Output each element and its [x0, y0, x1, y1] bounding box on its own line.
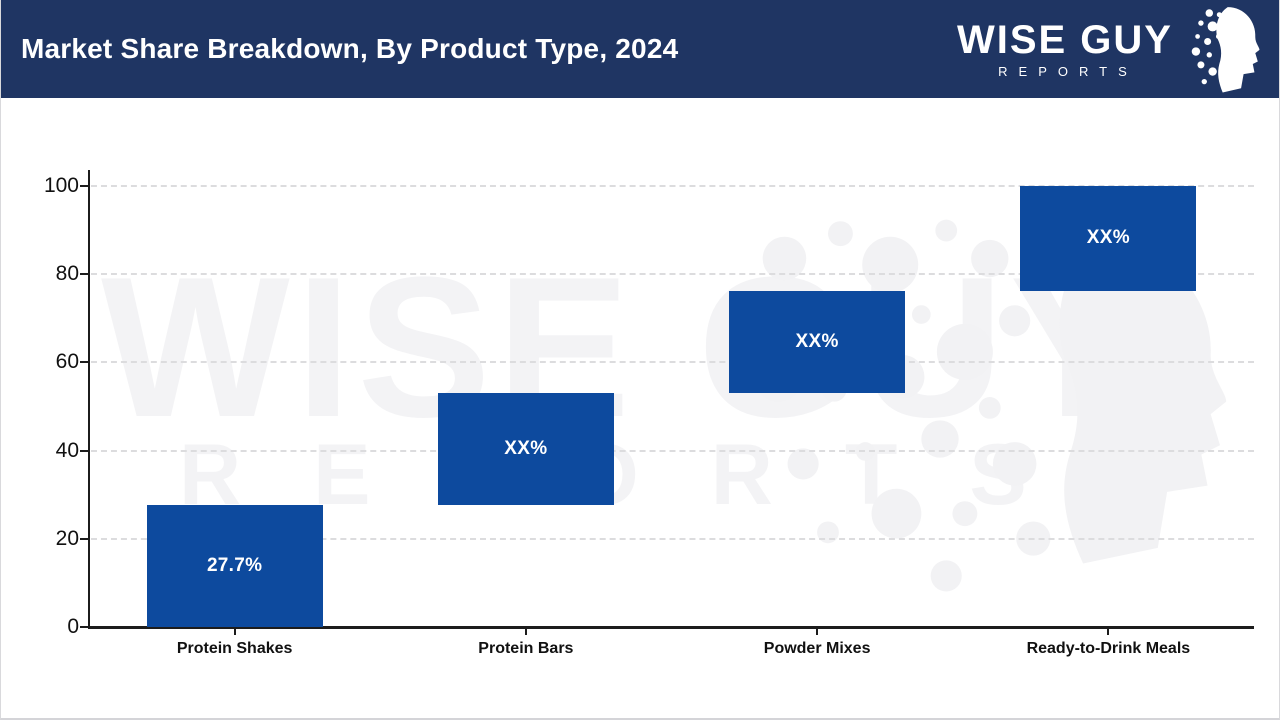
page-title: Market Share Breakdown, By Product Type,…: [21, 33, 679, 64]
y-tick-label: 60: [55, 350, 79, 374]
y-gridline: [91, 449, 1254, 452]
bar-segment: XX%: [729, 290, 906, 393]
x-tick-mark: [524, 629, 527, 635]
x-tick-mark: [816, 629, 819, 635]
y-gridline: [91, 273, 1254, 276]
y-tick-label: 80: [55, 262, 79, 286]
x-tick-mark: [233, 629, 236, 635]
x-category-label: Protein Bars: [478, 640, 574, 657]
brand-logo: WISE GUY REPORTS: [957, 3, 1267, 95]
bar-segment: XX%: [437, 392, 614, 505]
logo-wordmark: WISE GUY: [956, 17, 1173, 62]
bar-value-label: XX%: [1086, 227, 1130, 249]
bar-segment: 27.7%: [146, 504, 323, 627]
y-tick-label: 100: [43, 174, 79, 197]
y-tick-mark: [80, 449, 89, 452]
y-tick-mark: [80, 185, 89, 187]
x-axis-line: [88, 626, 1254, 629]
y-tick-label: 40: [55, 438, 79, 462]
y-tick-label: 20: [55, 526, 79, 550]
bar-value-label: 27.7%: [206, 554, 263, 576]
x-category-label: Ready-to-Drink Meals: [1026, 640, 1191, 657]
x-tick-mark: [1107, 629, 1110, 635]
y-gridline: [91, 537, 1254, 540]
y-tick-label: 0: [67, 615, 79, 638]
logo-text: WISE GUY REPORTS: [957, 20, 1173, 79]
bar-value-label: XX%: [504, 437, 548, 459]
y-axis-line: [88, 170, 90, 629]
y-tick-mark: [80, 273, 89, 276]
logo-subtitle: REPORTS: [998, 63, 1138, 79]
bar-segment: XX%: [1020, 186, 1197, 291]
y-tick-mark: [80, 537, 89, 540]
x-category-label: Protein Shakes: [176, 640, 293, 657]
y-tick-mark: [80, 361, 89, 364]
y-gridline: [91, 361, 1254, 364]
y-gridline: [91, 185, 1254, 187]
logo-face-icon: [1191, 7, 1260, 93]
y-tick-mark: [80, 626, 89, 628]
x-category-label: Powder Mixes: [763, 640, 871, 657]
bar-value-label: XX%: [795, 330, 839, 352]
header-bar: Market Share Breakdown, By Product Type,…: [1, 0, 1279, 98]
